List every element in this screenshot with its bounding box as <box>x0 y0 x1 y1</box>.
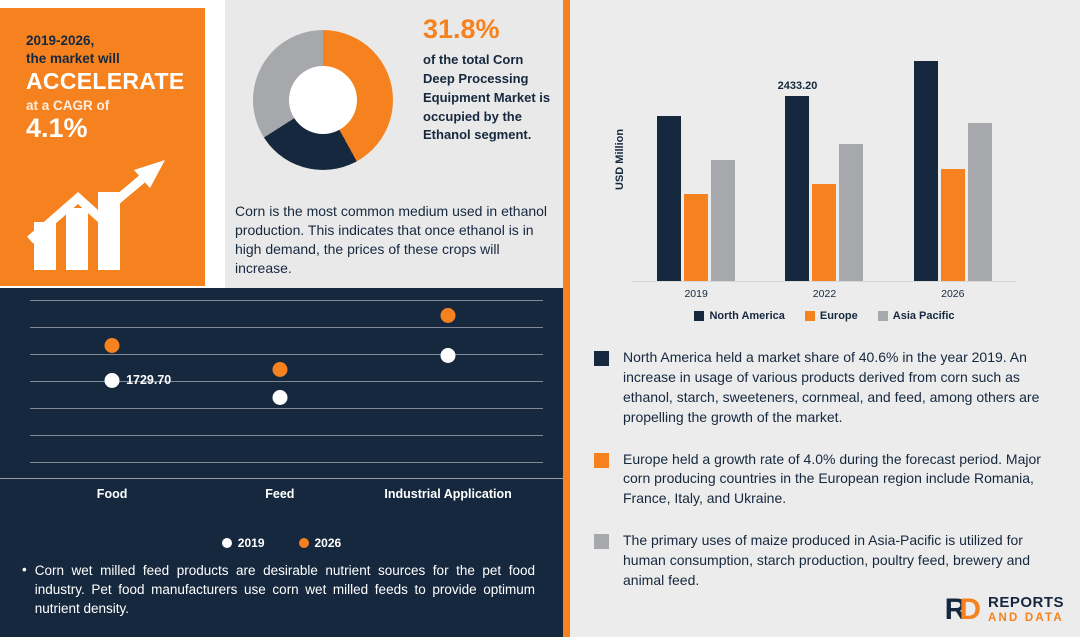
x-axis-label-2022: 2022 <box>812 288 837 300</box>
note-text: Corn wet milled feed products are desira… <box>34 563 535 616</box>
logo-line-reports: REPORTS <box>987 594 1064 612</box>
bar-chart-ylabel: USD Million <box>614 128 626 190</box>
legend-swatch-icon <box>221 538 232 548</box>
legend-swatch-icon <box>694 311 705 321</box>
dot-2026-feed <box>272 361 288 377</box>
bullet-text: North America held a market share of 40.… <box>623 349 1040 425</box>
bar-value-label: 2433.20 <box>777 80 818 93</box>
bullet-swatch <box>594 351 609 366</box>
application-panel: 1729.70 Food Feed Industrial Application 2… <box>0 288 563 637</box>
intro-paragraph: Corn is the most common medium used in e… <box>235 203 548 276</box>
dot-plot-points: 1729.70 <box>30 300 543 484</box>
dot-plot-categories: Food Feed Industrial Application <box>30 487 543 505</box>
legend-label: Europe <box>819 310 858 322</box>
reports-and-data-logo: R D REPORTS AND DATA <box>945 593 1064 627</box>
dot-2026-industrial-application <box>440 308 456 324</box>
bar-asia-pacific-2022 <box>839 144 864 281</box>
bullet-europe: Europe held a growth rate of 4.0% during… <box>594 450 1062 510</box>
ethanol-stat: 31.8% of the total Corn Deep Processing … <box>423 14 553 145</box>
region-bullets: North America held a market share of 40.… <box>594 348 1062 591</box>
logo-letter-d: D <box>959 593 981 626</box>
bar-chart-plot: 2433.20 <box>632 52 1017 282</box>
x-axis-label-2019: 2019 <box>684 288 708 300</box>
dot-2019-industrial-application <box>440 347 456 363</box>
bullet-swatch <box>594 534 609 550</box>
ethanol-stat-percent: 31.8% <box>423 14 500 44</box>
bar-chart-legend: North America Europe Asia Pacific <box>612 310 1037 322</box>
bullet-text: Europe held a growth rate of 4.0% during… <box>623 450 1041 507</box>
legend-swatch-icon <box>804 311 815 321</box>
category-label-food: Food <box>96 487 128 501</box>
legend-label: 2026 <box>314 536 342 550</box>
category-axis-line <box>0 478 563 479</box>
bullet-text: The primary uses of maize produced in As… <box>623 532 1031 588</box>
hero-line2: the market will <box>26 51 120 67</box>
bar-legend-item-north-america: North America <box>694 310 785 322</box>
dot-2019-food <box>104 373 120 389</box>
dot-legend-item-2026: 2026 <box>298 536 342 550</box>
legend-swatch-icon <box>877 311 888 321</box>
logo-text: REPORTS AND DATA <box>988 595 1064 624</box>
section-divider <box>563 0 570 637</box>
bar-legend-item-asia-pacific: Asia Pacific <box>877 310 955 322</box>
category-label-industrial-application: Industrial Application <box>384 487 512 501</box>
bullet-north-america: North America held a market share of 40.… <box>594 348 1062 428</box>
dot-legend-item-2019: 2019 <box>221 536 265 550</box>
regional-panel: USD Million 2433.20 2019 2022 2026 North A… <box>570 0 1080 637</box>
hero-accelerate: ACCELERATE <box>26 68 185 95</box>
bar-north-america-2026 <box>913 61 938 281</box>
legend-label: Asia Pacific <box>892 310 955 322</box>
legend-label: 2019 <box>237 536 265 550</box>
bar-north-america-2022: 2433.20 <box>778 80 817 281</box>
bar-europe-2019 <box>684 194 709 281</box>
bar-chart-xlabels: 2019 2022 2026 <box>632 288 1017 300</box>
cagr-hero-box: 2019-2026, the market will ACCELERATE at… <box>0 8 205 286</box>
dot-value-label: 1729.70 <box>126 373 172 388</box>
legend-label: North America <box>709 310 785 322</box>
bullet-asia-pacific: The primary uses of maize produced in As… <box>594 531 1062 591</box>
hero-cagr-label: at a CAGR of <box>26 98 110 114</box>
hero-period: 2019-2026, <box>26 33 95 48</box>
logo-line-and-data: AND DATA <box>987 611 1064 624</box>
feed-note: • Corn wet milled feed products are desi… <box>22 562 535 619</box>
bar-asia-pacific-2026 <box>967 122 992 281</box>
category-label-feed: Feed <box>265 487 295 501</box>
bar-europe-2022 <box>812 183 837 281</box>
ethanol-donut <box>253 30 393 170</box>
bar-group-2019 <box>657 116 736 281</box>
note-bullet: • <box>22 562 27 577</box>
legend-swatch-icon <box>298 538 309 548</box>
x-axis-label-2026: 2026 <box>941 288 965 300</box>
bar-group-2022: 2433.20 <box>778 80 864 281</box>
rd-logo-icon: R D <box>945 593 981 627</box>
bar-north-america-2019 <box>657 116 682 281</box>
bar-legend-item-europe: Europe <box>804 310 858 322</box>
growth-arrow-chart-icon <box>27 160 165 270</box>
dot-2026-food <box>104 338 120 354</box>
bullet-swatch <box>594 452 609 468</box>
ethanol-info-box: 31.8% of the total Corn Deep Processing … <box>225 0 563 288</box>
hero-cagr-value: 4.1% <box>26 113 88 144</box>
ethanol-stat-description: of the total Corn Deep Processing Equipm… <box>423 52 551 143</box>
bar-asia-pacific-2019 <box>711 160 736 281</box>
bar-group-2026 <box>913 61 992 281</box>
logo-letter-r: R <box>944 593 967 626</box>
dot-2019-feed <box>272 389 288 405</box>
bar-europe-2026 <box>940 168 965 281</box>
dot-plot-legend: 2019 2026 <box>0 536 563 550</box>
